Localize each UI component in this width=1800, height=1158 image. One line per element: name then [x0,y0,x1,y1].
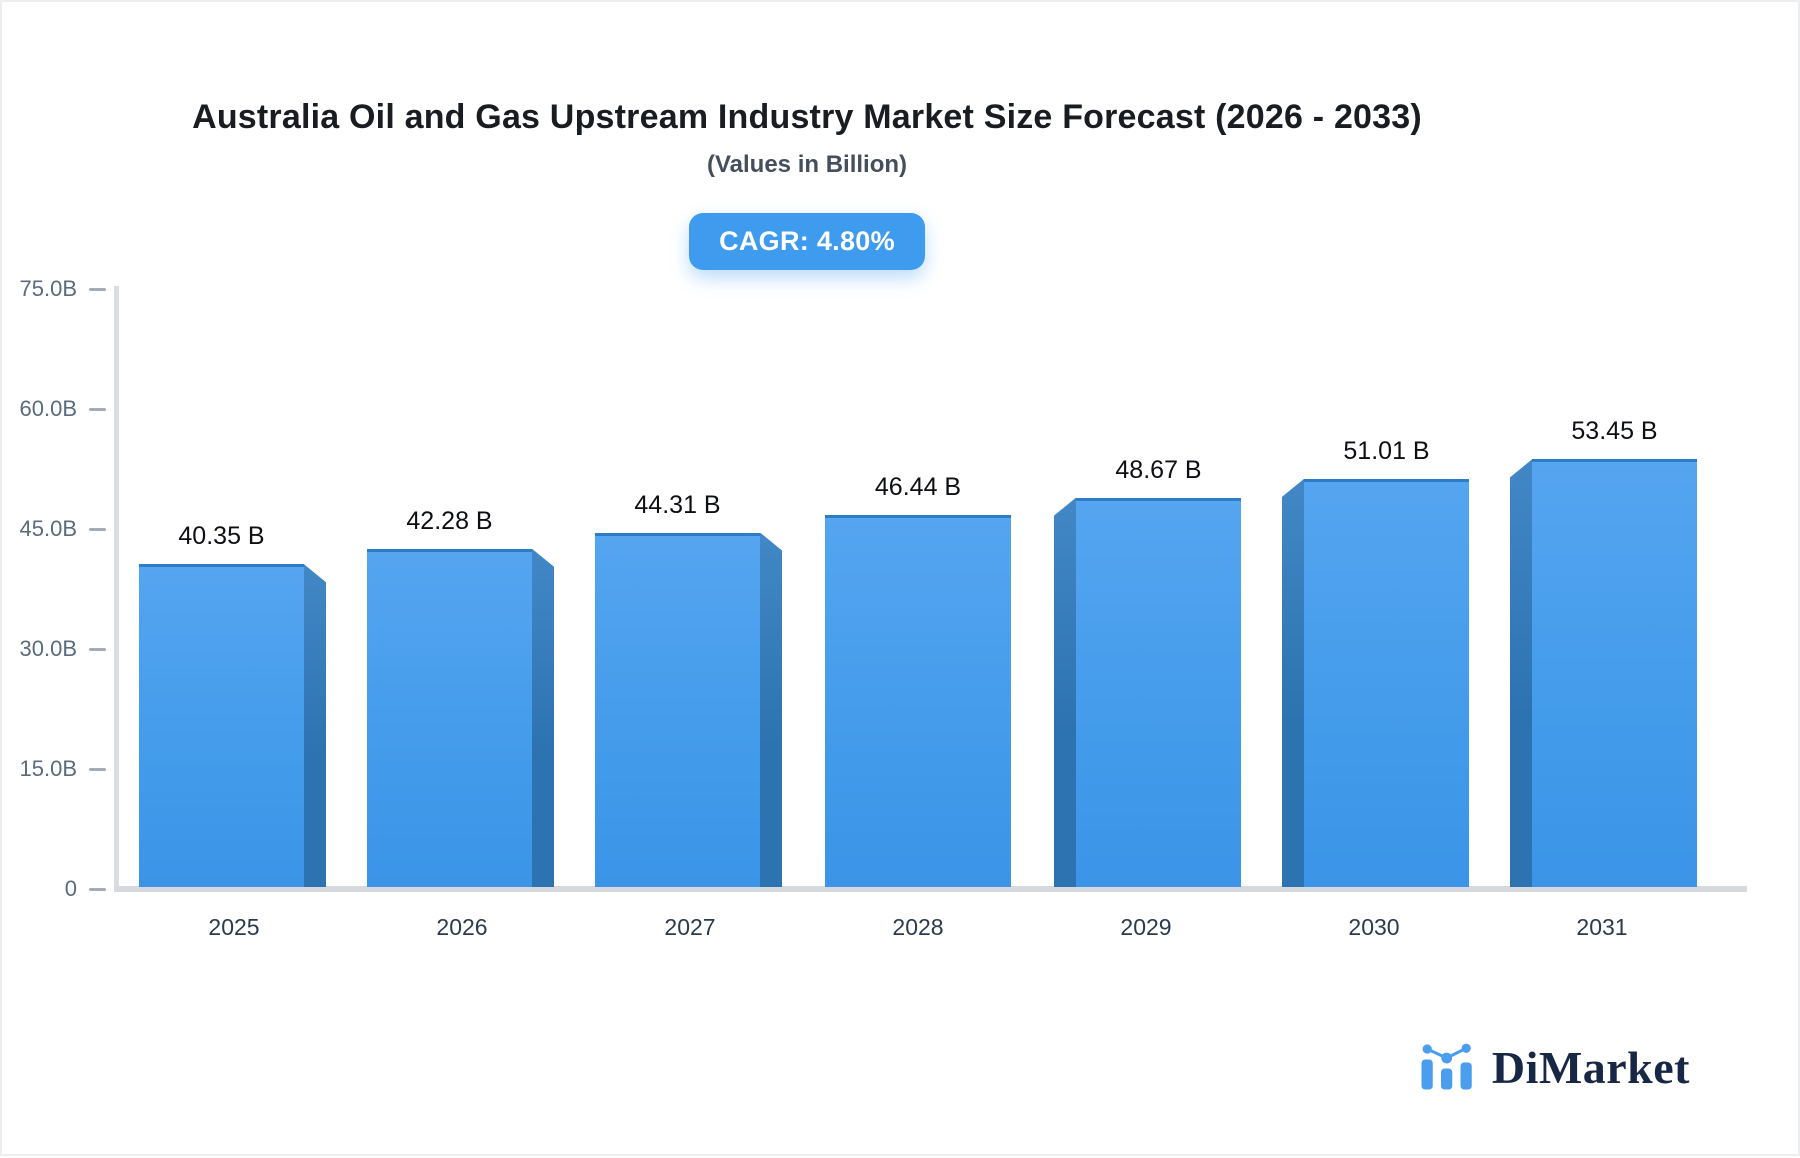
y-tick-label: 75.0B [19,276,78,301]
y-tick-30.0B: 30.0B [2,636,106,662]
bar-value-label-2030: 51.01 B [1343,436,1430,465]
bar-value-label-2029: 48.67 B [1115,455,1202,484]
bar-value-label-2027: 44.31 B [634,490,721,519]
y-tick-label: 30.0B [19,636,78,661]
x-axis-label-2027: 2027 [664,914,716,940]
bar-2026[interactable] [367,548,532,887]
y-tick-15.0B: 15.0B [2,756,106,782]
x-axis-label-2029: 2029 [1120,914,1172,940]
bar-2028[interactable] [825,515,1011,887]
y-tick-45.0B: 45.0B [2,516,106,542]
bar-side-face-2029 [1054,497,1076,887]
x-axis-label-2025: 2025 [208,914,260,940]
cagr-badge: CAGR: 4.80% [689,213,925,270]
bar-2031[interactable] [1532,459,1697,887]
y-tick-dash [89,407,106,411]
bar-value-label-2025: 40.35 B [178,522,265,551]
chart-title: Australia Oil and Gas Upstream Industry … [192,98,1422,136]
bar-2025[interactable] [139,564,304,887]
bar-value-label-2026: 42.28 B [406,506,493,535]
x-axis-label-2031: 2031 [1576,914,1628,940]
bar-2030[interactable] [1304,478,1469,887]
y-tick-dash [89,287,106,291]
chart-subtitle: (Values in Billion) [706,151,908,178]
bar-2027[interactable] [595,532,760,887]
bar-side-face-2025 [304,564,326,887]
bar-side-face-2030 [1282,478,1304,887]
y-tick-dash [89,887,106,891]
brand-logo-text: DiMarket [1491,1041,1690,1093]
bar-side-face-2031 [1510,459,1532,887]
y-tick-0: 0 [2,876,106,902]
chart-header: Australia Oil and Gas Upstream Industry … [2,2,1612,270]
y-tick-dash [89,527,106,531]
bar-value-label-2028: 46.44 B [874,473,962,502]
y-axis-line [114,286,119,889]
y-tick-label: 60.0B [19,396,78,421]
x-axis-label-2026: 2026 [436,914,488,940]
x-axis-line [114,886,1747,892]
x-axis-label-2030: 2030 [1348,914,1400,940]
bar-side-face-2027 [760,532,782,887]
bar-value-label-2031: 53.45 B [1571,417,1658,446]
y-tick-60.0B: 60.0B [2,396,106,422]
bar-2029[interactable] [1076,497,1241,887]
y-tick-label: 15.0B [19,756,78,781]
y-tick-dash [89,647,106,651]
y-tick-label: 45.0B [19,516,78,541]
x-axis-label-2028: 2028 [892,914,944,940]
y-tick-75.0B: 75.0B [2,276,106,302]
bar-side-face-2026 [532,548,554,887]
y-tick-label: 0 [64,876,77,901]
brand-logo: DiMarket [1416,1032,1690,1102]
bar-chart-with-dots-icon [1421,1043,1472,1090]
y-tick-dash [89,767,106,771]
